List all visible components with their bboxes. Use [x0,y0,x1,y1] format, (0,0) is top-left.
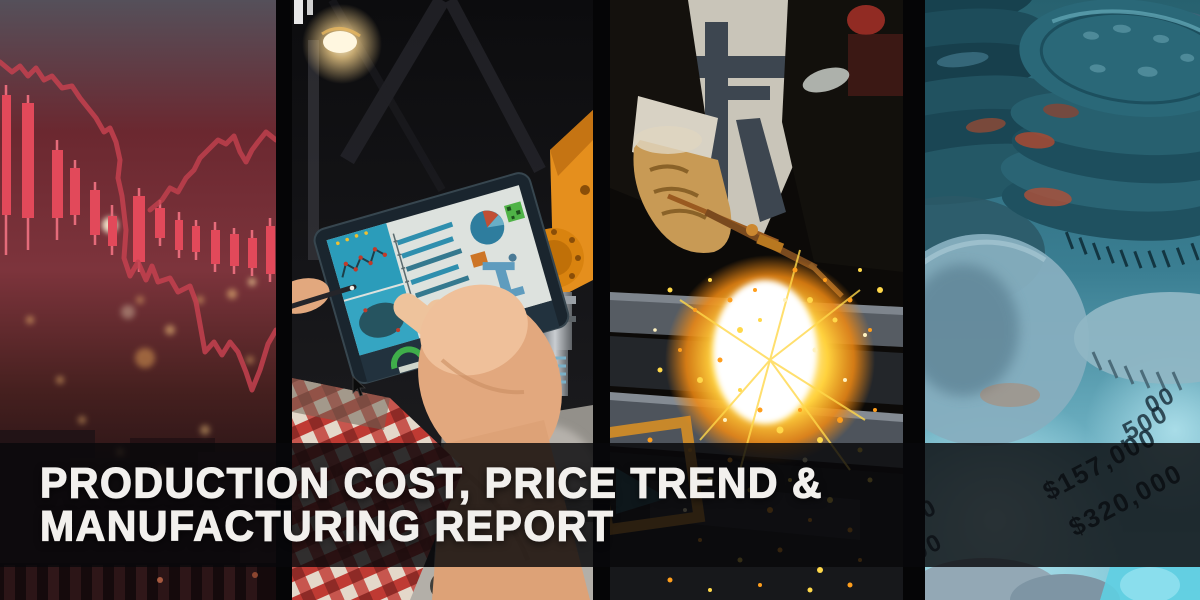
coin-face-large [925,234,1089,446]
work-glove [632,96,732,253]
coin-bottom-right [1074,292,1200,391]
coin-stack-right [1000,0,1200,269]
sleeve-fold [292,378,390,430]
ceiling-fixture-2 [307,0,313,15]
spark-burst [665,249,875,471]
workshop-lamp [302,4,382,84]
price-trend-lines [0,59,276,393]
bottom-strip-stripes [0,563,276,600]
candlestick-chart [2,85,275,282]
shoe [802,67,850,93]
report-title-line-1: PRODUCTION COST, PRICE TREND & [39,458,824,508]
stylus-hand [292,278,357,314]
cursor-arrow-icon [352,376,367,397]
bottom-strip-coins [925,558,1200,600]
title-banner: PRODUCTION COST, PRICE TREND & MANUFACTU… [0,443,1200,567]
report-title-line-2: MANUFACTURING REPORT [39,501,615,551]
lamp-pole [308,40,319,260]
screen-qr-code [504,201,526,223]
screen-line-chart [326,223,404,300]
red-cap [847,5,885,35]
screen-pie-chart [470,210,505,245]
ceiling-fixture [294,0,303,24]
stylus-pen [292,284,357,309]
